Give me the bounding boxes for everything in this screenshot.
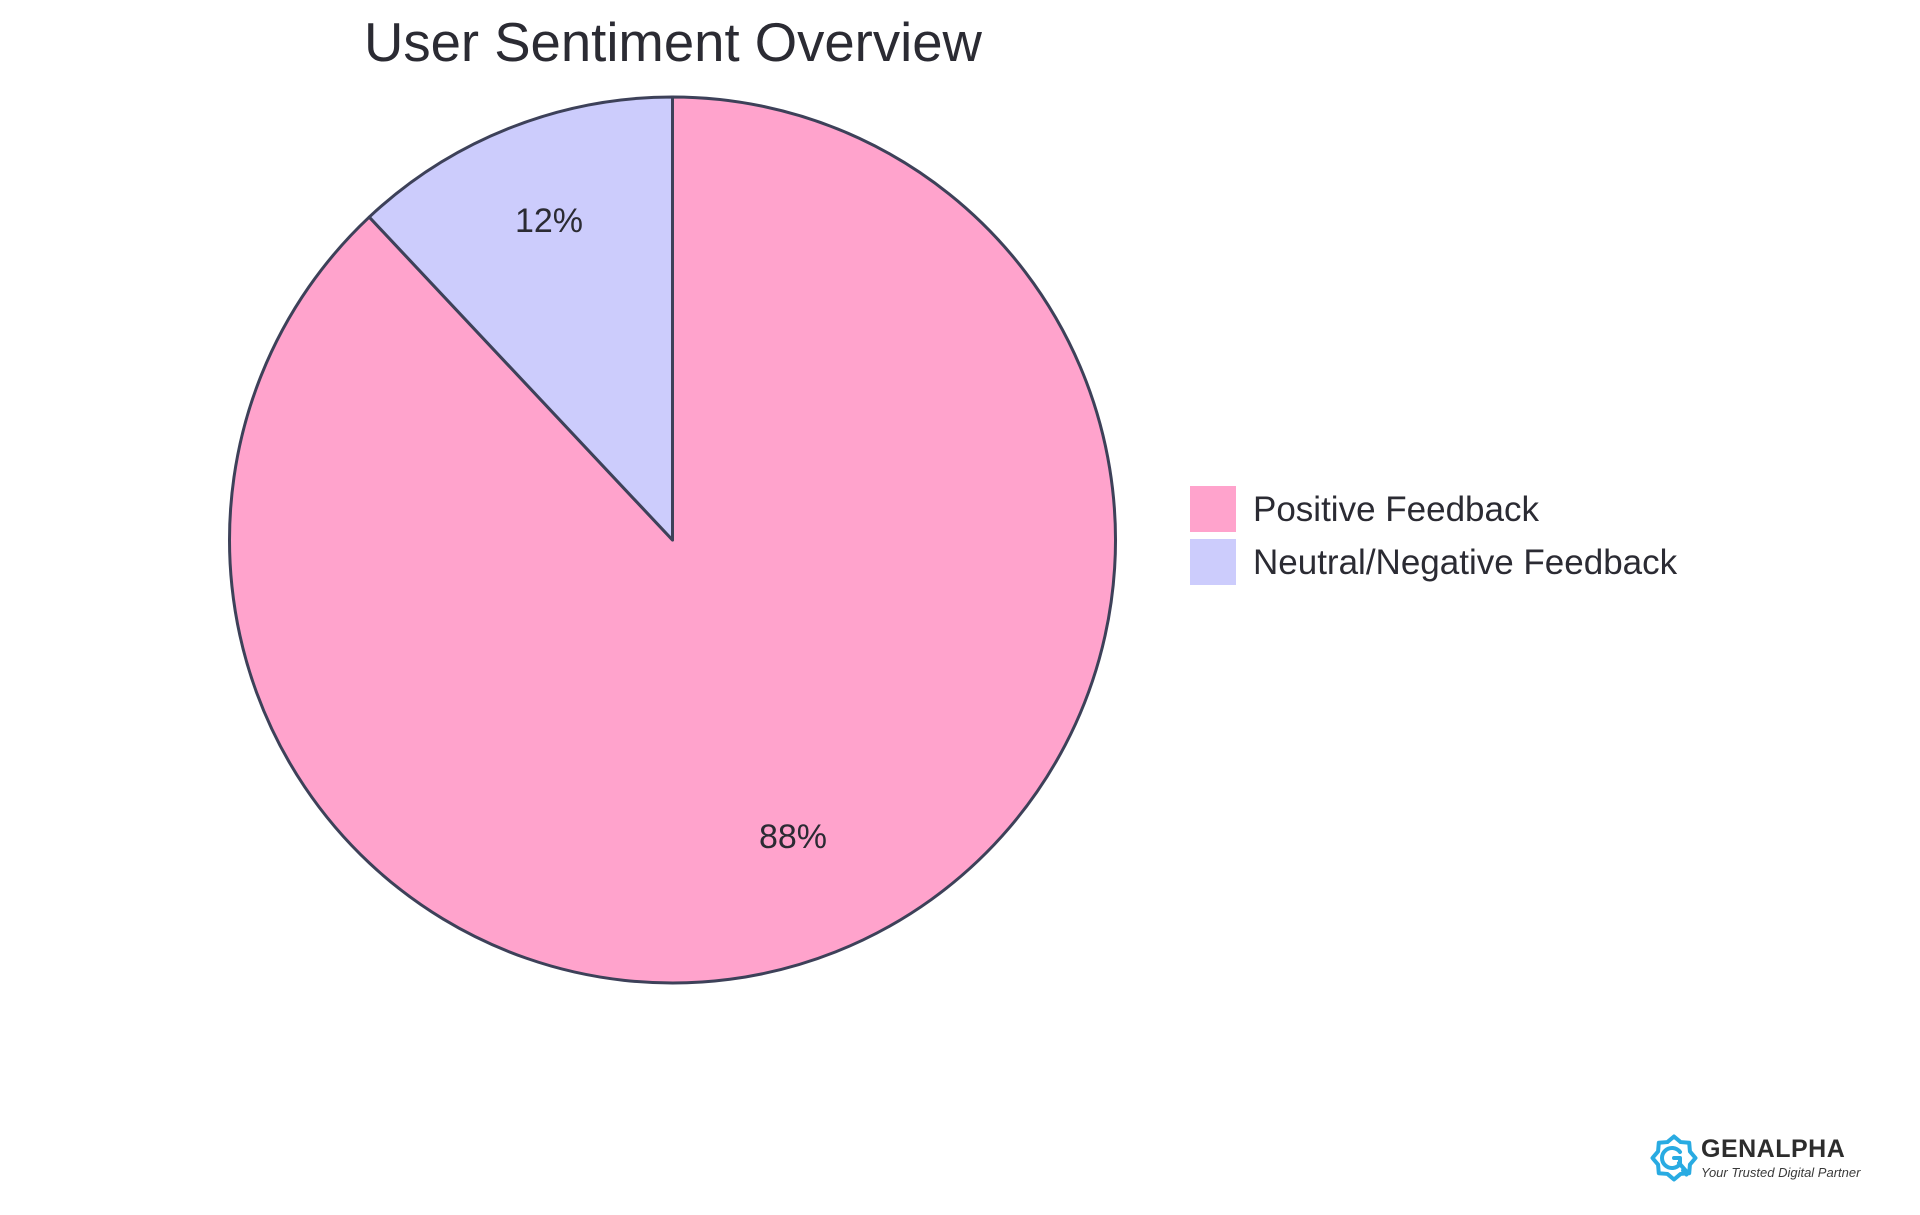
- svg-text:88%: 88%: [759, 818, 827, 856]
- svg-text:12%: 12%: [515, 202, 583, 240]
